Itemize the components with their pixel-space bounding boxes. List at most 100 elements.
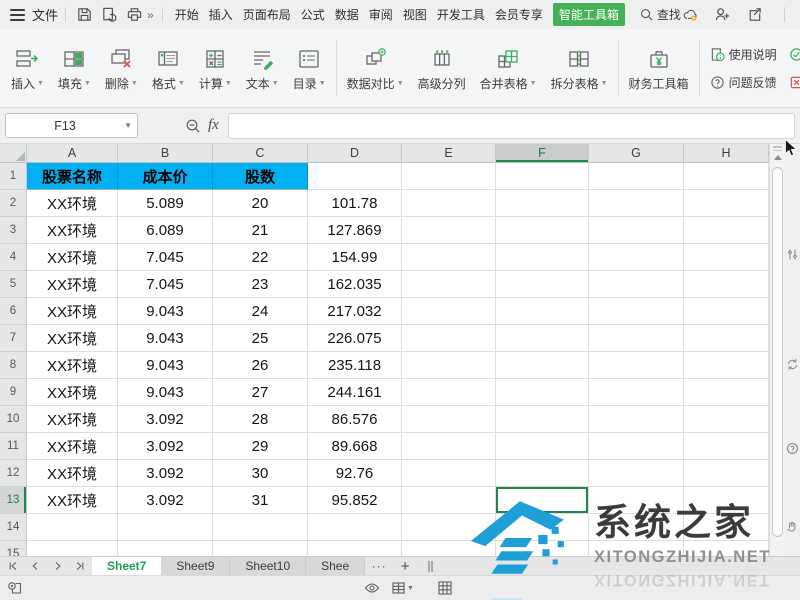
cell-B4[interactable]: 7.045 (118, 244, 213, 271)
scrollbar-thumb[interactable] (772, 167, 783, 537)
column-header-F[interactable]: F (496, 144, 589, 163)
first-sheet-icon[interactable] (0, 557, 23, 575)
cell-D2[interactable]: 101.78 (308, 190, 402, 217)
column-header-G[interactable]: G (589, 144, 684, 163)
row-header-2[interactable]: 2 (0, 190, 27, 217)
eye-icon[interactable] (364, 580, 380, 596)
print-icon[interactable] (123, 4, 146, 26)
cell-C15[interactable] (213, 541, 308, 556)
cell-B13[interactable]: 3.092 (118, 487, 213, 514)
cell-A8[interactable]: XX环境 (27, 352, 118, 379)
cell-H11[interactable] (684, 433, 769, 460)
cell-E8[interactable] (402, 352, 496, 379)
cell-D3[interactable]: 127.869 (308, 217, 402, 244)
page-view-icon[interactable] (437, 580, 453, 596)
menu-tab-review[interactable]: 审阅 (368, 8, 393, 22)
vertical-scrollbar[interactable] (769, 144, 785, 556)
cell-C7[interactable]: 25 (213, 325, 308, 352)
row-header-12[interactable]: 12 (0, 460, 27, 487)
cell-H8[interactable] (684, 352, 769, 379)
cell-A6[interactable]: XX环境 (27, 298, 118, 325)
cell-D1[interactable] (308, 163, 402, 190)
insert-cells-button[interactable]: 插入 ▼ (4, 45, 51, 92)
add-user-icon[interactable] (713, 4, 733, 26)
cell-H12[interactable] (684, 460, 769, 487)
cell-G8[interactable] (589, 352, 684, 379)
column-header-E[interactable]: E (402, 144, 496, 163)
row-header-3[interactable]: 3 (0, 217, 27, 244)
fill-button[interactable]: 填充 ▼ (51, 45, 98, 92)
format-button[interactable]: 格式 ▼ (145, 45, 192, 92)
cell-E12[interactable] (402, 460, 496, 487)
cell-F6[interactable] (496, 298, 589, 325)
menu-tab-data[interactable]: 数据 (334, 8, 359, 22)
cell-D6[interactable]: 217.032 (308, 298, 402, 325)
cell-C9[interactable]: 27 (213, 379, 308, 406)
cell-G4[interactable] (589, 244, 684, 271)
cell-A10[interactable]: XX环境 (27, 406, 118, 433)
cell-A1[interactable]: 股票名称 (27, 163, 118, 190)
cell-G6[interactable] (589, 298, 684, 325)
cell-H9[interactable] (684, 379, 769, 406)
advanced-split-button[interactable]: 高级分列 (411, 45, 473, 92)
sheet-tab-sheet9[interactable]: Sheet9 (161, 557, 231, 575)
cell-E1[interactable] (402, 163, 496, 190)
cloud-sync-icon[interactable] (681, 4, 701, 26)
cell-F9[interactable] (496, 379, 589, 406)
cell-B11[interactable]: 3.092 (118, 433, 213, 460)
export-icon[interactable] (98, 4, 121, 26)
cell-E5[interactable] (402, 271, 496, 298)
cell-F4[interactable] (496, 244, 589, 271)
cell-D7[interactable]: 226.075 (308, 325, 402, 352)
cell-G14[interactable] (589, 514, 684, 541)
cell-F11[interactable] (496, 433, 589, 460)
search[interactable]: 查找 (640, 6, 681, 23)
cell-D9[interactable]: 244.161 (308, 379, 402, 406)
cell-H7[interactable] (684, 325, 769, 352)
cell-F1[interactable] (496, 163, 589, 190)
cell-G11[interactable] (589, 433, 684, 460)
cell-E13[interactable] (402, 487, 496, 514)
prev-sheet-icon[interactable] (23, 557, 46, 575)
calculate-button[interactable]: 计算 ▼ (192, 45, 239, 92)
cell-A14[interactable] (27, 514, 118, 541)
cell-G3[interactable] (589, 217, 684, 244)
renew-button[interactable]: 续费 (789, 44, 800, 64)
text-button[interactable]: 文本 ▼ (239, 45, 286, 92)
sliders-icon[interactable] (786, 248, 799, 261)
cell-E7[interactable] (402, 325, 496, 352)
cell-C10[interactable]: 28 (213, 406, 308, 433)
cell-C3[interactable]: 21 (213, 217, 308, 244)
cell-D8[interactable]: 235.118 (308, 352, 402, 379)
cell-G9[interactable] (589, 379, 684, 406)
menu-tab-formulas[interactable]: 公式 (300, 8, 325, 22)
cell-C12[interactable]: 30 (213, 460, 308, 487)
file-menu[interactable]: 文件 (32, 8, 59, 23)
cell-G7[interactable] (589, 325, 684, 352)
cell-E10[interactable] (402, 406, 496, 433)
split-tables-button[interactable]: 拆分表格 ▼ (544, 45, 615, 92)
hamburger-menu-icon[interactable] (10, 8, 25, 21)
cell-E3[interactable] (402, 217, 496, 244)
cell-A3[interactable]: XX环境 (27, 217, 118, 244)
save-icon[interactable] (73, 4, 96, 26)
cell-H14[interactable] (684, 514, 769, 541)
menu-tab-page-layout[interactable]: 页面布局 (242, 8, 291, 22)
menu-tab-home[interactable]: 开始 (174, 8, 199, 22)
cell-B15[interactable] (118, 541, 213, 556)
cell-C5[interactable]: 23 (213, 271, 308, 298)
cell-H15[interactable] (684, 541, 769, 556)
column-header-B[interactable]: B (118, 144, 213, 163)
cell-C2[interactable]: 20 (213, 190, 308, 217)
row-header-5[interactable]: 5 (0, 271, 27, 298)
cell-D11[interactable]: 89.668 (308, 433, 402, 460)
chevron-down-icon[interactable]: ▼ (124, 121, 132, 130)
usage-help-button[interactable]: 使用说明 (710, 44, 777, 64)
cell-F15[interactable] (496, 541, 589, 556)
cell-H13[interactable] (684, 487, 769, 514)
data-compare-button[interactable]: 数据对比 ▼ (340, 45, 411, 92)
cell-B1[interactable]: 成本价 (118, 163, 213, 190)
cell-B6[interactable]: 9.043 (118, 298, 213, 325)
cell-A4[interactable]: XX环境 (27, 244, 118, 271)
close-toolbox-button[interactable]: 关闭 (789, 72, 800, 92)
